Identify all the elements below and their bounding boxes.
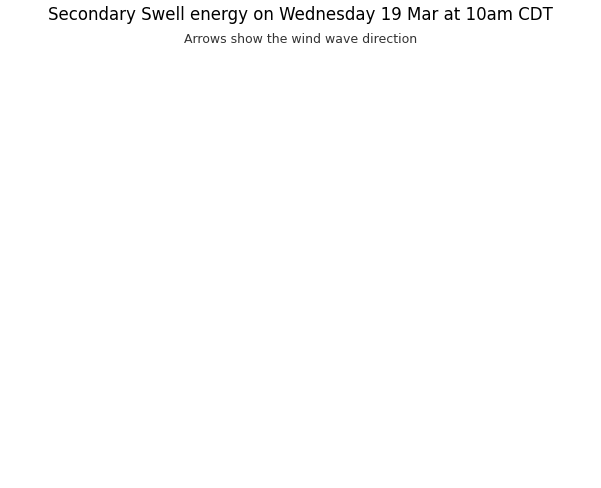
Text: Arrows show the wind wave direction: Arrows show the wind wave direction — [184, 33, 417, 45]
Text: Secondary Swell energy on Wednesday 19 Mar at 10am CDT: Secondary Swell energy on Wednesday 19 M… — [48, 6, 553, 23]
